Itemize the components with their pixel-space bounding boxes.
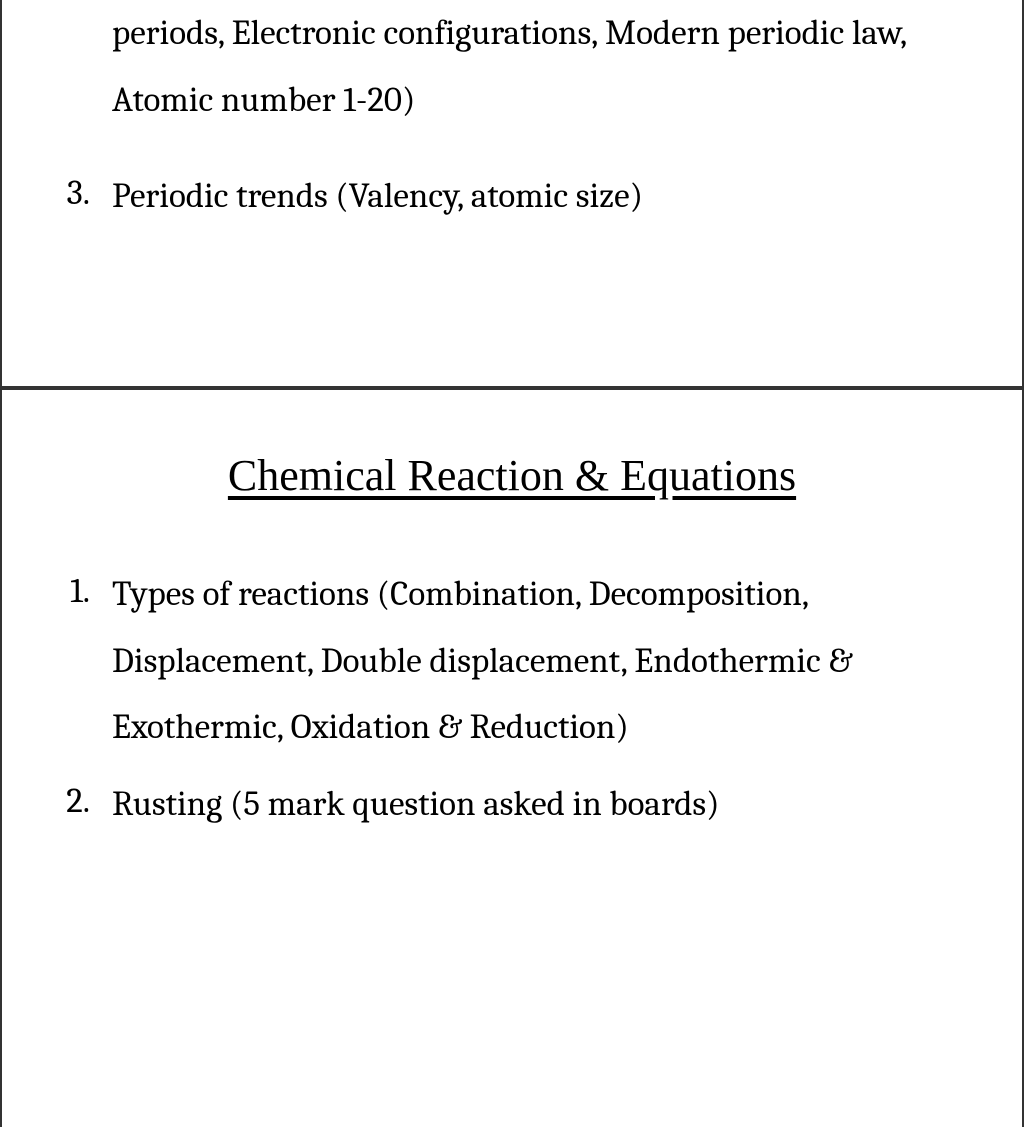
list-text: Rusting (5 mark question asked in boards…: [112, 771, 720, 838]
list-number: 2.: [42, 771, 112, 831]
list-number: 3.: [42, 163, 112, 223]
bottom-cell: Chemical Reaction & Equations 1. Types o…: [0, 388, 1024, 1127]
section-heading: Chemical Reaction & Equations: [42, 450, 982, 501]
list-item: 3. Periodic trends (Valency, atomic size…: [42, 163, 982, 230]
bottom-list: 1. Types of reactions (Combination, Deco…: [42, 561, 982, 837]
list-item: 2. Rusting (5 mark question asked in boa…: [42, 771, 982, 838]
list-item: 1. Types of reactions (Combination, Deco…: [42, 561, 982, 761]
list-text: Types of reactions (Combination, Decompo…: [112, 561, 982, 761]
list-number: 1.: [42, 561, 112, 621]
list-text: Periodic trends (Valency, atomic size): [112, 163, 643, 230]
top-cell: periods, Electronic configurations, Mode…: [0, 0, 1024, 388]
page: periods, Electronic configurations, Mode…: [0, 0, 1024, 1127]
top-list: 3. Periodic trends (Valency, atomic size…: [42, 163, 982, 230]
continuation-text: periods, Electronic configurations, Mode…: [42, 0, 982, 133]
